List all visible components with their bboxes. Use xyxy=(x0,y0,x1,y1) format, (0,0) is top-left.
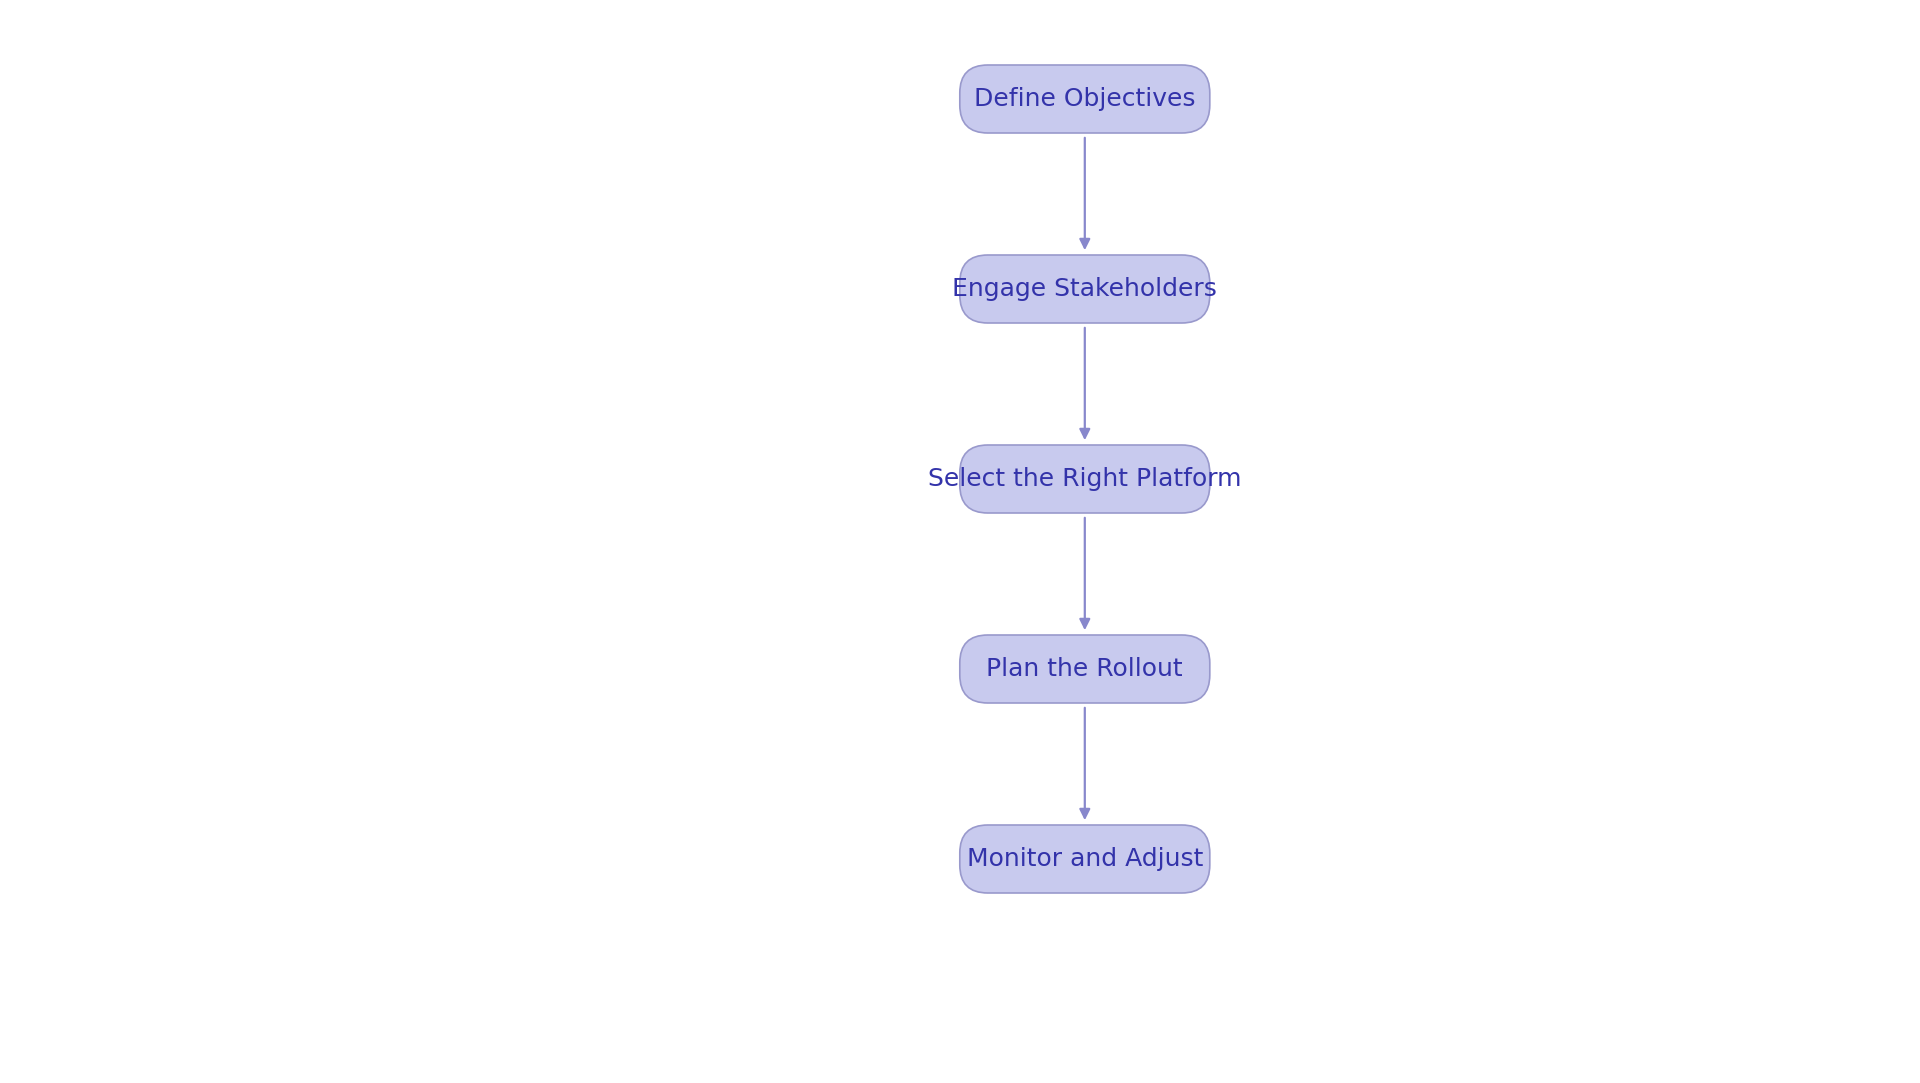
FancyBboxPatch shape xyxy=(960,635,1210,703)
FancyBboxPatch shape xyxy=(960,825,1210,893)
FancyBboxPatch shape xyxy=(960,445,1210,513)
Text: Plan the Rollout: Plan the Rollout xyxy=(987,657,1183,681)
Text: Select the Right Platform: Select the Right Platform xyxy=(927,467,1242,491)
Text: Define Objectives: Define Objectives xyxy=(973,87,1196,110)
Text: Engage Stakeholders: Engage Stakeholders xyxy=(952,277,1217,301)
Text: Monitor and Adjust: Monitor and Adjust xyxy=(966,847,1204,871)
FancyBboxPatch shape xyxy=(960,255,1210,323)
FancyBboxPatch shape xyxy=(960,65,1210,133)
